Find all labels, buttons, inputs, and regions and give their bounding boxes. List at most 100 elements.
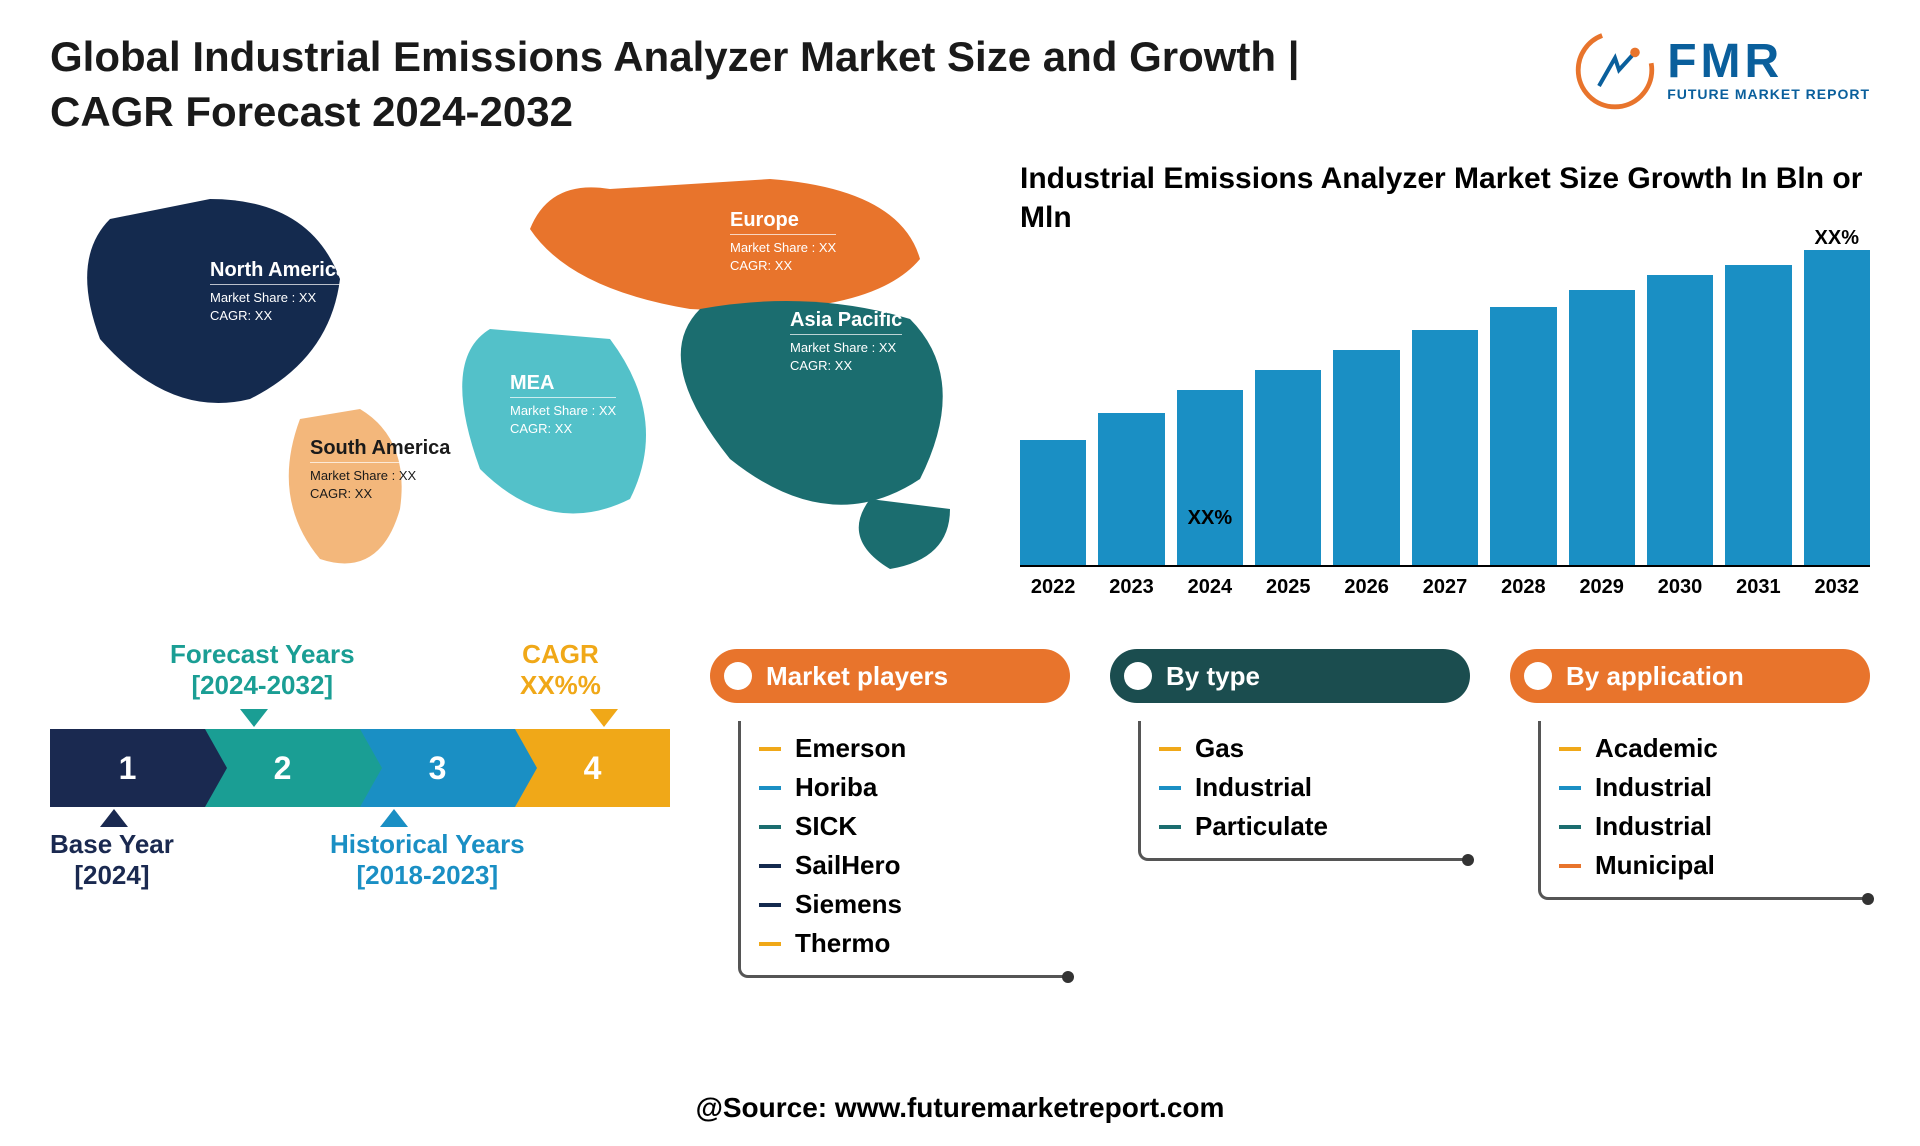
pill-tick bbox=[1559, 747, 1581, 751]
region-name: MEA bbox=[510, 372, 616, 398]
pill-item-text: Emerson bbox=[795, 733, 906, 764]
pill-tick bbox=[759, 825, 781, 829]
pill-item-text: Horiba bbox=[795, 772, 877, 803]
page-title: Global Industrial Emissions Analyzer Mar… bbox=[50, 30, 1350, 139]
timeline-arrow bbox=[590, 709, 618, 727]
region-name: Europe bbox=[730, 209, 836, 235]
pill-item: Thermo bbox=[741, 924, 1070, 963]
region-cagr: CAGR: XX bbox=[730, 257, 836, 275]
pill-item-text: Industrial bbox=[1195, 772, 1312, 803]
bar-annotation: XX% bbox=[1815, 227, 1859, 250]
timeline-arrow bbox=[100, 809, 128, 827]
bar-year: 2023 bbox=[1109, 576, 1154, 599]
bar-year: 2028 bbox=[1501, 576, 1546, 599]
region-share: Market Share : XX bbox=[310, 467, 450, 485]
pill-item-text: Academic bbox=[1595, 733, 1718, 764]
region-share: Market Share : XX bbox=[790, 339, 902, 357]
bar-2029: 2029 bbox=[1569, 290, 1635, 565]
region-mea: MEA Market Share : XX CAGR: XX bbox=[510, 372, 616, 438]
bar-year: 2031 bbox=[1736, 576, 1781, 599]
region-europe: Europe Market Share : XX CAGR: XX bbox=[730, 209, 836, 275]
timeline-label-3: CAGRXX%% bbox=[520, 639, 601, 701]
pill-item-text: Thermo bbox=[795, 928, 890, 959]
bar-rect bbox=[1333, 350, 1399, 565]
region-asia-pacific: Asia Pacific Market Share : XX CAGR: XX bbox=[790, 309, 902, 375]
bar-2032: XX% 2032 bbox=[1804, 250, 1870, 565]
region-cagr: CAGR: XX bbox=[790, 357, 902, 375]
pill-columns: Market players EmersonHoribaSICKSailHero… bbox=[710, 649, 1870, 978]
logo-sub: FUTURE MARKET REPORT bbox=[1667, 86, 1870, 102]
pill-col-by-type: By type Gas Industrial Particulate bbox=[1110, 649, 1470, 978]
pill-item-text: Siemens bbox=[795, 889, 902, 920]
pill-header: By application bbox=[1510, 649, 1870, 703]
bar-2024: XX% 2024 bbox=[1177, 390, 1243, 565]
region-share: Market Share : XX bbox=[210, 289, 347, 307]
pill-header: By type bbox=[1110, 649, 1470, 703]
pill-item: Municipal bbox=[1541, 846, 1870, 885]
pill-list: Gas Industrial Particulate bbox=[1138, 721, 1470, 861]
world-map: North America Market Share : XX CAGR: XX… bbox=[50, 159, 990, 589]
bar-year: 2030 bbox=[1658, 576, 1703, 599]
pill-item-text: SICK bbox=[795, 811, 857, 842]
region-cagr: CAGR: XX bbox=[210, 307, 347, 325]
bar-2025: 2025 bbox=[1255, 370, 1321, 565]
pill-item: SICK bbox=[741, 807, 1070, 846]
pill-tick bbox=[1559, 864, 1581, 868]
bar-rect bbox=[1725, 265, 1791, 565]
region-name: Asia Pacific bbox=[790, 309, 902, 335]
logo-main: FMR bbox=[1667, 38, 1870, 86]
pill-item: Academic bbox=[1541, 729, 1870, 768]
logo: FMR FUTURE MARKET REPORT bbox=[1575, 30, 1870, 110]
pill-col-market-players: Market players EmersonHoribaSICKSailHero… bbox=[710, 649, 1070, 978]
bottom-section: Base Year[2024]Forecast Years[2024-2032]… bbox=[50, 649, 1870, 978]
timeline-label-0: Base Year[2024] bbox=[50, 829, 174, 891]
bar-year: 2029 bbox=[1579, 576, 1624, 599]
bar-rect bbox=[1255, 370, 1321, 565]
region-share: Market Share : XX bbox=[730, 239, 836, 257]
pill-tick bbox=[1159, 747, 1181, 751]
bar-rect bbox=[1098, 413, 1164, 565]
pill-tick bbox=[759, 786, 781, 790]
pill-item-text: Municipal bbox=[1595, 850, 1715, 881]
region-cagr: CAGR: XX bbox=[310, 485, 450, 503]
pill-tick bbox=[1159, 786, 1181, 790]
timeline-label-1: Forecast Years[2024-2032] bbox=[170, 639, 355, 701]
pill-item: Particulate bbox=[1141, 807, 1470, 846]
source-text: @Source: www.futuremarketreport.com bbox=[0, 1092, 1920, 1124]
region-cagr: CAGR: XX bbox=[510, 420, 616, 438]
timeline: Base Year[2024]Forecast Years[2024-2032]… bbox=[50, 649, 670, 978]
pill-item: Industrial bbox=[1141, 768, 1470, 807]
pill-tick bbox=[759, 942, 781, 946]
header: Global Industrial Emissions Analyzer Mar… bbox=[50, 30, 1870, 139]
bar-rect bbox=[1647, 275, 1713, 565]
pill-header: Market players bbox=[710, 649, 1070, 703]
pill-item: Gas bbox=[1141, 729, 1470, 768]
timeline-seg-2: 2 bbox=[205, 729, 360, 807]
pill-item: Siemens bbox=[741, 885, 1070, 924]
bar-year: 2032 bbox=[1815, 576, 1860, 599]
timeline-arrow bbox=[240, 709, 268, 727]
pill-item: Horiba bbox=[741, 768, 1070, 807]
pill-item-text: Particulate bbox=[1195, 811, 1328, 842]
region-name: North America bbox=[210, 259, 347, 285]
bar-2022: 2022 bbox=[1020, 440, 1086, 565]
bar-rect bbox=[1020, 440, 1086, 565]
pill-tick bbox=[1559, 786, 1581, 790]
bar-rect bbox=[1490, 307, 1556, 565]
bar-rect bbox=[1412, 330, 1478, 565]
pill-item-text: Industrial bbox=[1595, 811, 1712, 842]
bar-annotation: XX% bbox=[1188, 507, 1232, 530]
timeline-bar: 1234 bbox=[50, 729, 670, 807]
timeline-label-2: Historical Years[2018-2023] bbox=[330, 829, 525, 891]
timeline-seg-1: 1 bbox=[50, 729, 205, 807]
region-north-america: North America Market Share : XX CAGR: XX bbox=[210, 259, 347, 325]
bar-rect bbox=[1177, 390, 1243, 565]
timeline-seg-3: 3 bbox=[360, 729, 515, 807]
bar-2026: 2026 bbox=[1333, 350, 1399, 565]
pill-list: AcademicIndustrialIndustrialMunicipal bbox=[1538, 721, 1870, 900]
bar-year: 2027 bbox=[1423, 576, 1468, 599]
bar-year: 2026 bbox=[1344, 576, 1389, 599]
bar-chart: Industrial Emissions Analyzer Market Siz… bbox=[1020, 159, 1870, 589]
chart-title: Industrial Emissions Analyzer Market Siz… bbox=[1020, 159, 1870, 237]
bar-2030: 2030 bbox=[1647, 275, 1713, 565]
